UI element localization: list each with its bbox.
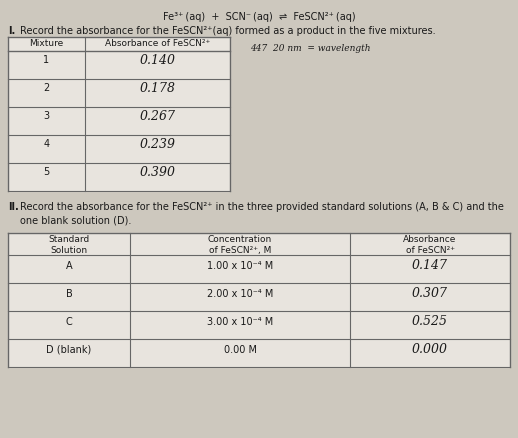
Text: Absorbance
of FeSCN²⁺: Absorbance of FeSCN²⁺ xyxy=(404,234,457,254)
Text: 0.267: 0.267 xyxy=(139,110,176,123)
Text: 0.307: 0.307 xyxy=(412,286,448,299)
Text: 0.525: 0.525 xyxy=(412,314,448,327)
Text: I.: I. xyxy=(8,26,15,36)
Text: 4: 4 xyxy=(44,139,50,148)
Text: 2: 2 xyxy=(44,83,50,93)
Text: 1: 1 xyxy=(44,55,50,65)
Text: Fe³⁺ (aq)  +  SCN⁻ (aq)  ⇌  FeSCN²⁺ (aq): Fe³⁺ (aq) + SCN⁻ (aq) ⇌ FeSCN²⁺ (aq) xyxy=(163,12,355,22)
Text: 0.390: 0.390 xyxy=(139,166,176,179)
Text: B: B xyxy=(66,288,73,298)
Text: 1.00 x 10⁻⁴ M: 1.00 x 10⁻⁴ M xyxy=(207,261,273,270)
Text: 0.178: 0.178 xyxy=(139,82,176,95)
Text: C: C xyxy=(66,316,73,326)
Text: 0.000: 0.000 xyxy=(412,342,448,355)
Text: Standard
Solution: Standard Solution xyxy=(48,234,90,254)
Text: Absorbance of FeSCN²⁺: Absorbance of FeSCN²⁺ xyxy=(105,39,210,48)
Text: 0.140: 0.140 xyxy=(139,54,176,67)
Text: A: A xyxy=(66,261,73,270)
Text: 0.00 M: 0.00 M xyxy=(223,344,256,354)
Text: 3: 3 xyxy=(44,111,50,121)
Text: 3.00 x 10⁻⁴ M: 3.00 x 10⁻⁴ M xyxy=(207,316,273,326)
Text: D (blank): D (blank) xyxy=(47,344,92,354)
Text: 0.239: 0.239 xyxy=(139,138,176,151)
Text: Record the absorbance for the FeSCN²⁺(aq) formed as a product in the five mixtur: Record the absorbance for the FeSCN²⁺(aq… xyxy=(20,26,436,36)
Text: Record the absorbance for the FeSCN²⁺ in the three provided standard solutions (: Record the absorbance for the FeSCN²⁺ in… xyxy=(20,201,504,225)
Text: II.: II. xyxy=(8,201,19,212)
Text: 447  20 nm  = wavelength: 447 20 nm = wavelength xyxy=(250,44,370,53)
Text: Mixture: Mixture xyxy=(30,39,64,48)
Text: 2.00 x 10⁻⁴ M: 2.00 x 10⁻⁴ M xyxy=(207,288,273,298)
Text: 0.147: 0.147 xyxy=(412,258,448,272)
Text: 5: 5 xyxy=(44,166,50,177)
Text: Concentration
of FeSCN²⁺, M: Concentration of FeSCN²⁺, M xyxy=(208,234,272,254)
